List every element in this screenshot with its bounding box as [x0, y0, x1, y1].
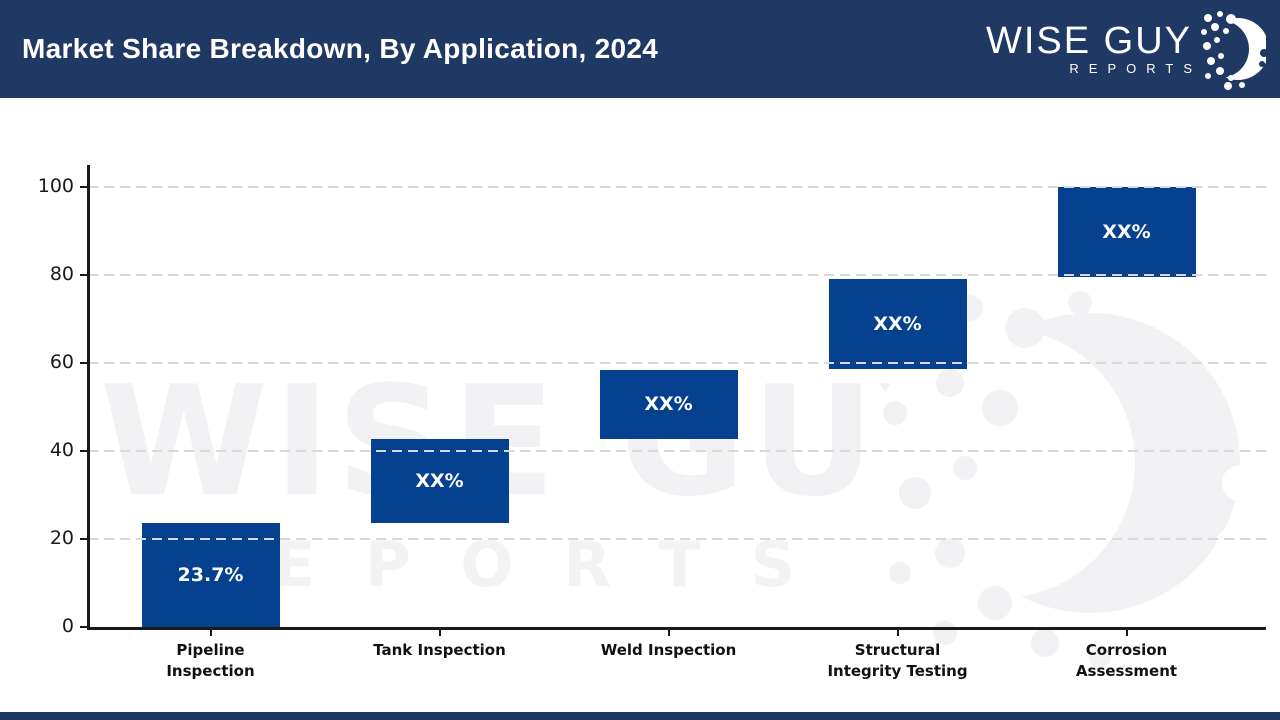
y-tick-label: 0: [61, 615, 74, 637]
gridline-80: [88, 273, 1266, 276]
gridline-100: [88, 185, 1266, 188]
y-tick-label: 60: [49, 350, 74, 373]
x-tick-mark: [667, 627, 670, 636]
x-tick-mark: [438, 627, 441, 636]
logo-face-icon: [1198, 11, 1266, 90]
logo-subtext: REPORTS: [1069, 61, 1202, 76]
y-tick-mark: [80, 273, 88, 276]
y-tick-mark: [80, 449, 88, 452]
x-tick-mark: [209, 627, 212, 636]
x-category-label: Tank Inspection: [373, 641, 506, 659]
logo-text: WISE GUY REPORTS: [986, 21, 1192, 77]
header: Market Share Breakdown, By Application, …: [0, 0, 1280, 98]
bar-structural-integrity-testing: XX%: [828, 279, 967, 369]
bar-pipeline-inspection: 23.7%: [141, 522, 280, 627]
y-tick-label: 20: [49, 526, 74, 549]
x-category-label: Pipeline Inspection: [166, 641, 255, 680]
gridline-20: [88, 537, 1266, 540]
bar-value-label: XX%: [1102, 220, 1151, 243]
y-tick-mark: [80, 185, 88, 188]
y-tick-mark: [80, 537, 88, 540]
x-tick-mark: [1125, 627, 1128, 636]
x-axis: [87, 627, 1266, 630]
x-category-label: Structural Integrity Testing: [827, 641, 968, 680]
bar-corrosion-assessment: XX%: [1057, 186, 1196, 277]
y-tick-label: 40: [49, 438, 74, 461]
x-tick-mark: [896, 627, 899, 636]
gridline-40: [88, 449, 1266, 452]
logo-wordmark: WISE GUY: [985, 20, 1192, 62]
y-tick-mark: [80, 361, 88, 364]
x-category-label: Corrosion Assessment: [1075, 641, 1178, 680]
footer-bar: [0, 712, 1280, 720]
y-axis: [87, 165, 90, 629]
chart-area: WISE GUY REPORTS 0 20 40 60 80 100 23.7% Pipeli…: [0, 98, 1280, 712]
y-tick-label: 100: [37, 174, 74, 197]
y-tick-label: 80: [49, 262, 74, 285]
bar-tank-inspection: XX%: [370, 438, 509, 523]
page-title: Market Share Breakdown, By Application, …: [22, 33, 659, 64]
bar-value-label: XX%: [873, 313, 922, 336]
bar-value-label: 23.7%: [177, 563, 244, 586]
bar-weld-inspection: XX%: [599, 369, 738, 439]
bar-value-label: XX%: [415, 469, 464, 492]
watermark-wordmark: WISE GUY: [100, 353, 997, 530]
gridline-60: [88, 361, 1266, 364]
x-category-label: Weld Inspection: [600, 641, 737, 659]
wiseguy-logo: WISE GUY REPORTS: [986, 6, 1266, 92]
y-tick-mark: [80, 626, 88, 628]
bar-value-label: XX%: [644, 393, 693, 416]
